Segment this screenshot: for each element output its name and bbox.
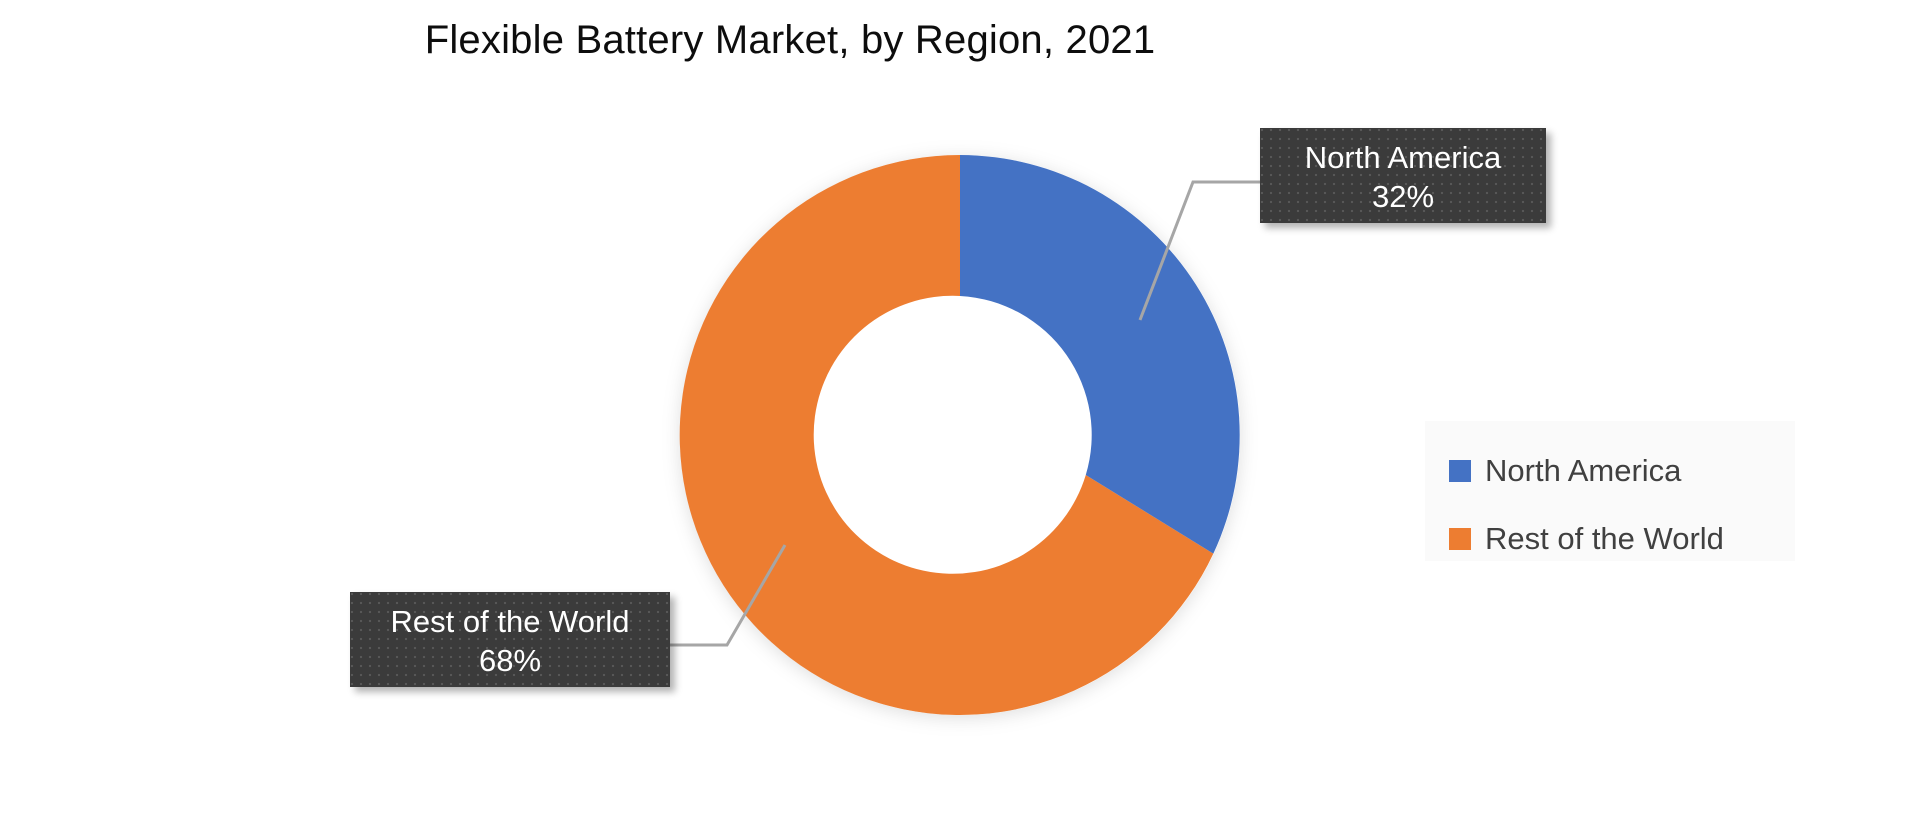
- legend-item-north-america[interactable]: North America: [1449, 449, 1795, 493]
- callout-rest-of-world-value: 68%: [478, 643, 542, 679]
- leader-line-rest-of-world: [662, 544, 787, 647]
- legend-swatch-rest-of-world-icon: [1449, 528, 1471, 550]
- chart-legend: North America Rest of the World: [1425, 421, 1795, 561]
- donut-slice-rest-of-world[interactable]: [679, 154, 1214, 715]
- legend-swatch-north-america-icon: [1449, 460, 1471, 482]
- callout-rest-of-world[interactable]: Rest of the World 68%: [350, 592, 670, 687]
- donut-slice-north-america[interactable]: [960, 155, 1240, 554]
- legend-label-rest-of-world: Rest of the World: [1485, 521, 1724, 556]
- callout-north-america-label: North America: [1304, 140, 1502, 175]
- chart-title: Flexible Battery Market, by Region, 2021: [424, 18, 1156, 62]
- legend-item-rest-of-world[interactable]: Rest of the World: [1449, 517, 1795, 561]
- callout-north-america-value: 32%: [1371, 179, 1435, 215]
- leader-line-north-america: [1138, 180, 1260, 321]
- callout-rest-of-world-label: Rest of the World: [390, 604, 630, 639]
- donut-chart-plot-area: [600, 80, 1330, 800]
- callout-north-america[interactable]: North America 32%: [1260, 128, 1546, 223]
- legend-label-north-america: North America: [1485, 453, 1682, 488]
